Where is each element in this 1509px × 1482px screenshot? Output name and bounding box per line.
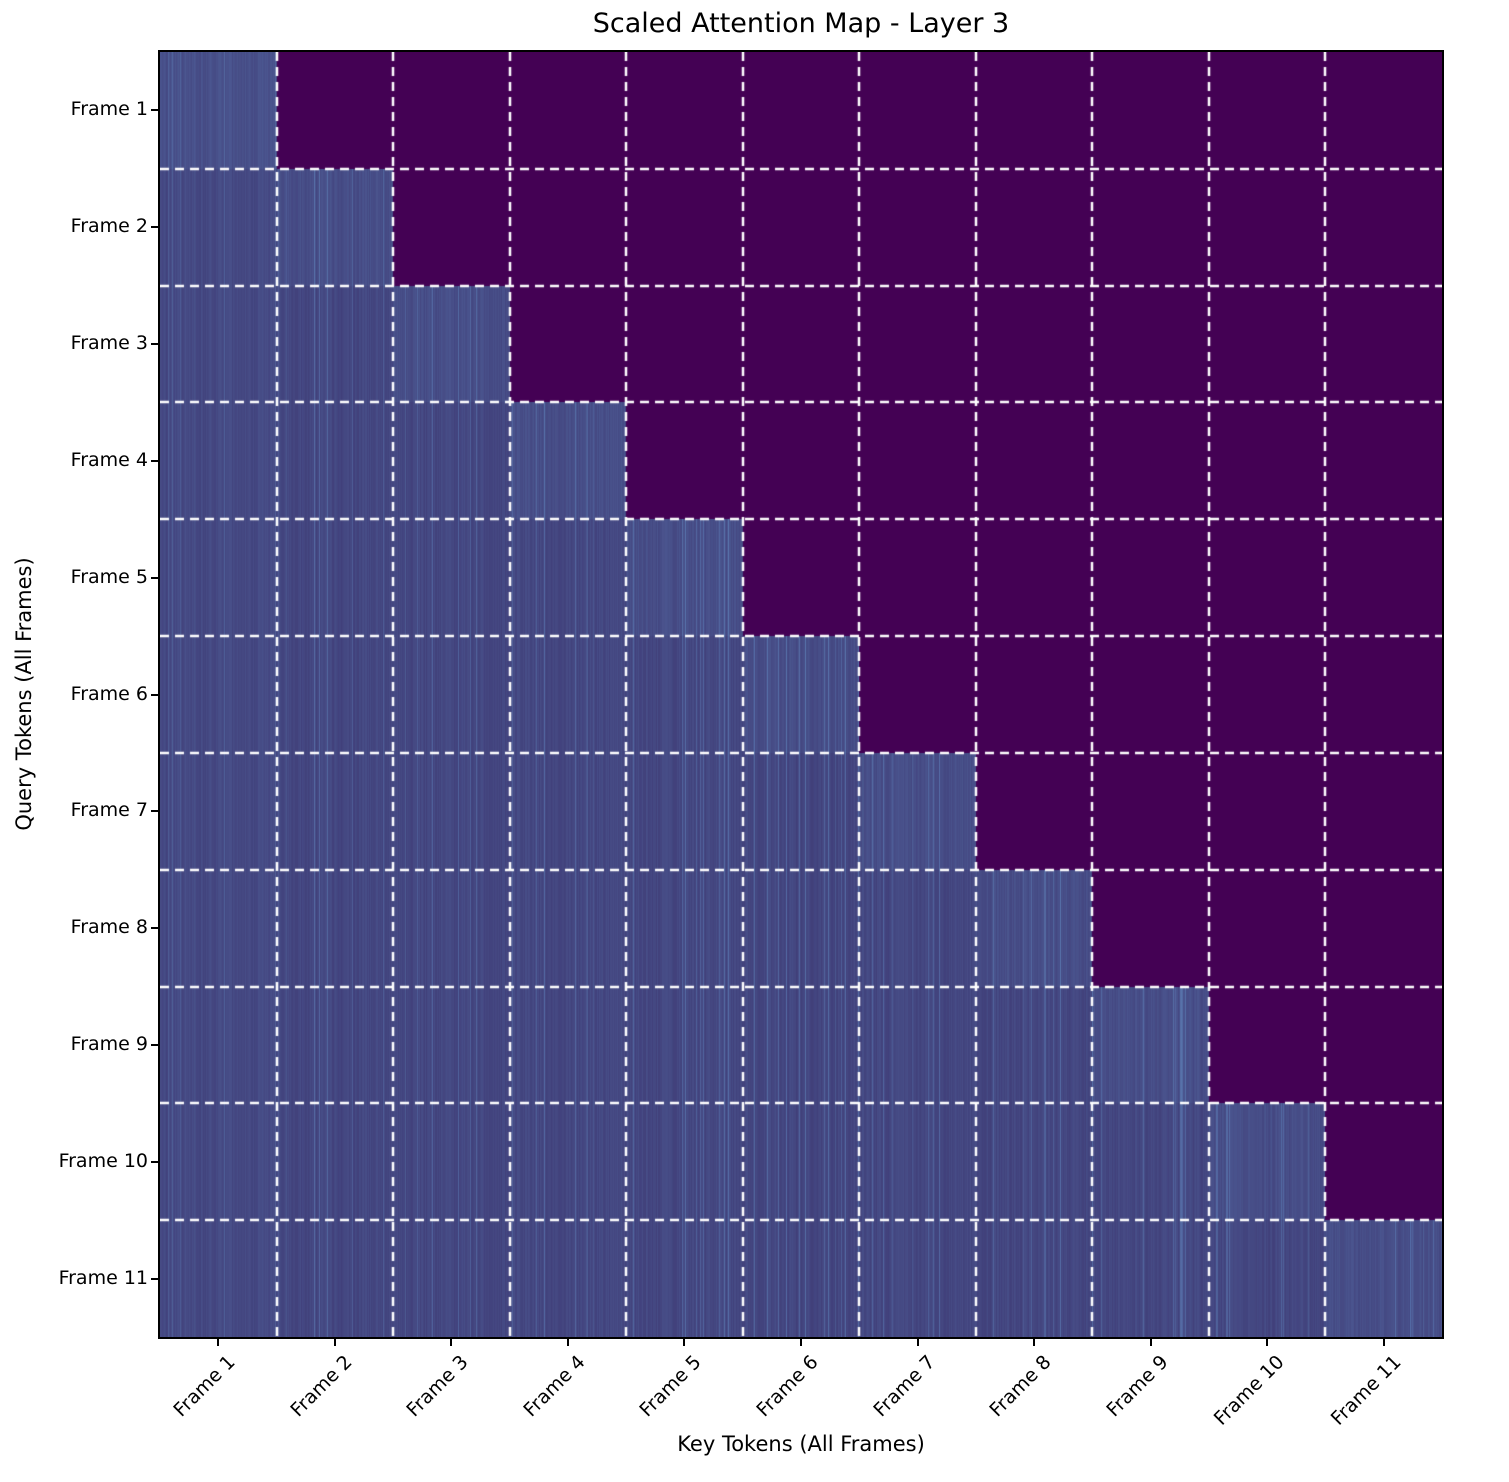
heatmap-canvas <box>160 52 1442 1337</box>
y-tick-label: Frame 6 <box>70 682 148 705</box>
x-tick-mark <box>217 1339 220 1346</box>
y-tick-mark <box>151 109 158 112</box>
y-tick-mark <box>151 810 158 813</box>
y-tick-label: Frame 10 <box>58 1149 148 1172</box>
y-tick-mark <box>151 927 158 930</box>
x-tick-mark <box>450 1339 453 1346</box>
y-tick-label: Frame 11 <box>58 1266 148 1289</box>
x-tick-mark <box>1266 1339 1269 1346</box>
x-tick-mark <box>1033 1339 1036 1346</box>
x-tick-label: Frame 7 <box>868 1351 940 1422</box>
y-tick-label: Frame 5 <box>70 565 148 588</box>
x-tick-label: Frame 8 <box>985 1351 1056 1422</box>
x-tick-label: Frame 1 <box>169 1351 240 1422</box>
x-tick-label: Frame 9 <box>1101 1351 1173 1422</box>
x-axis-label: Key Tokens (All Frames) <box>677 1432 925 1456</box>
y-tick-mark <box>151 576 158 579</box>
y-tick-label: Frame 3 <box>70 332 148 355</box>
x-tick-mark <box>1382 1339 1385 1346</box>
x-tick-mark <box>800 1339 802 1346</box>
x-tick-mark <box>333 1339 336 1346</box>
x-tick-label: Frame 6 <box>752 1351 823 1422</box>
x-tick-mark <box>916 1339 919 1346</box>
y-tick-mark <box>151 459 158 462</box>
y-tick-mark <box>151 693 158 696</box>
x-tick-label: Frame 2 <box>286 1351 357 1422</box>
y-tick-mark <box>151 226 158 229</box>
y-tick-label: Frame 8 <box>70 916 148 939</box>
x-tick-label: Frame 10 <box>1209 1351 1289 1430</box>
y-tick-mark <box>151 1160 158 1163</box>
x-tick-mark <box>1149 1339 1152 1346</box>
y-tick-mark <box>151 1043 158 1046</box>
x-tick-label: Frame 3 <box>402 1351 473 1422</box>
y-tick-mark <box>151 343 158 346</box>
y-tick-label: Frame 1 <box>70 98 148 121</box>
x-tick-mark <box>683 1339 686 1346</box>
y-tick-label: Frame 7 <box>70 799 148 822</box>
chart-title: Scaled Attention Map - Layer 3 <box>592 8 1010 39</box>
x-tick-label: Frame 5 <box>635 1351 707 1422</box>
plot-area <box>158 50 1444 1339</box>
y-tick-mark <box>151 1277 158 1280</box>
x-tick-label: Frame 11 <box>1326 1351 1406 1430</box>
x-tick-mark <box>566 1339 569 1346</box>
y-tick-label: Frame 9 <box>70 1032 148 1055</box>
x-tick-label: Frame 4 <box>519 1351 590 1422</box>
y-tick-label: Frame 2 <box>70 215 148 238</box>
y-tick-label: Frame 4 <box>70 448 148 471</box>
